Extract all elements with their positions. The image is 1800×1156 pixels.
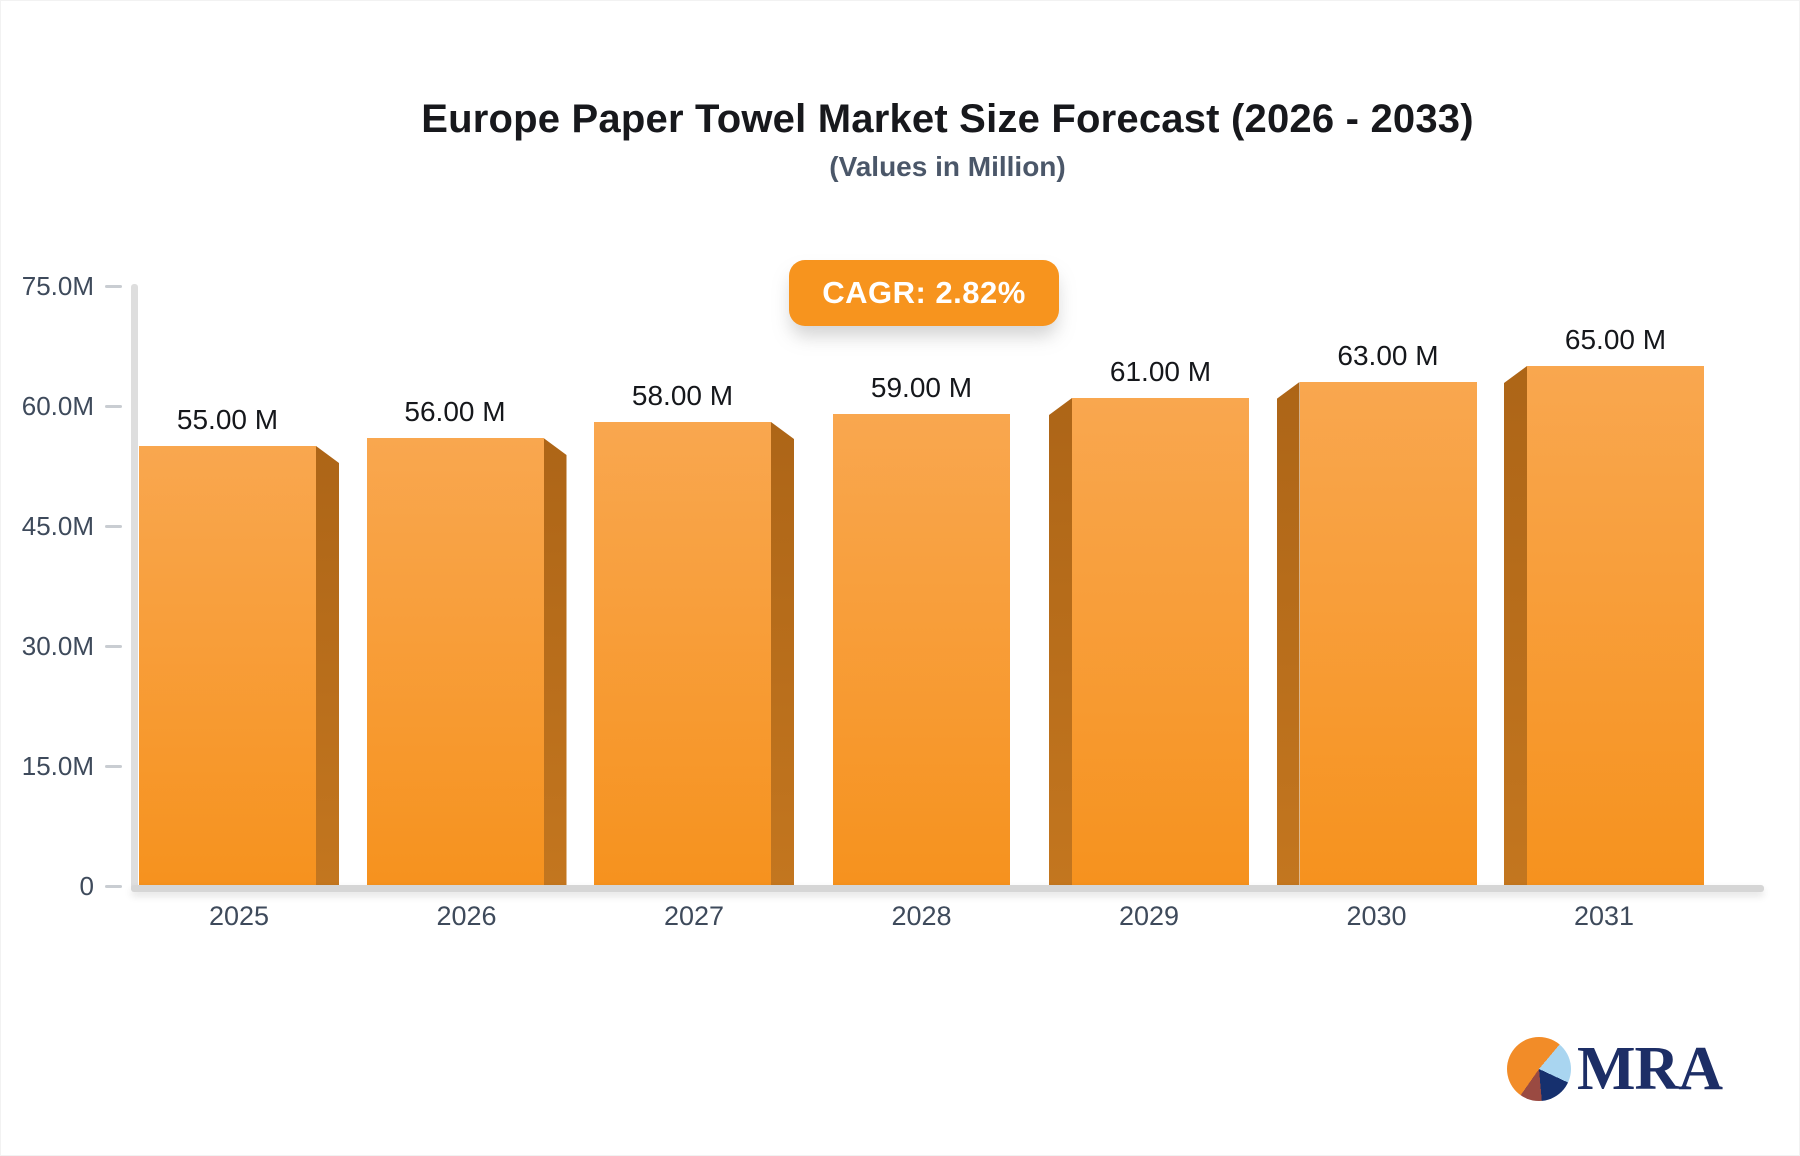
bar-front — [139, 446, 316, 886]
cagr-badge-label: CAGR: 2.82% — [822, 275, 1026, 310]
bar-front — [594, 422, 771, 886]
x-axis-label: 2027 — [663, 901, 725, 931]
logo-pie-icon — [1507, 1037, 1571, 1101]
bar-group: 63.00 M — [1276, 340, 1477, 886]
x-axis-label: 2031 — [1573, 901, 1635, 931]
bar-value-label: 55.00 M — [176, 404, 279, 435]
y-tick-label: 75.0M — [21, 271, 94, 301]
bar-value-label: 59.00 M — [870, 372, 973, 403]
y-tick-mark — [105, 404, 122, 408]
y-axis-line — [131, 284, 138, 890]
page-title: Europe Paper Towel Market Size Forecast … — [421, 97, 1474, 141]
bar-front — [1527, 366, 1704, 886]
bar-side-face — [1049, 398, 1072, 886]
x-axis-labels: 2025 2026 2027 2028 2029 2030 2031 — [125, 899, 1718, 939]
bar-group: 61.00 M — [1049, 356, 1249, 886]
bar-group: 65.00 M — [1504, 324, 1704, 886]
cagr-badge: CAGR: 2.82% — [789, 260, 1059, 326]
bar-front — [1072, 398, 1249, 886]
y-tick-label: 0 — [79, 871, 94, 901]
bar-value-label: 65.00 M — [1564, 324, 1667, 355]
bar-front — [366, 438, 544, 886]
y-tick-label: 60.0M — [21, 391, 94, 421]
plot-area: 55.00 M 56.00 M 58.00 M 59.00 M 61.00 M 63.00… — [125, 286, 1718, 886]
bar-side-face — [771, 422, 794, 886]
x-axis-label: 2029 — [1118, 901, 1180, 931]
y-tick-label: 30.0M — [21, 631, 94, 661]
brand-logo: MRA — [1507, 1035, 1723, 1103]
x-axis-line — [131, 885, 1764, 892]
y-tick-mark — [105, 884, 122, 888]
x-axis-label: 2026 — [436, 901, 497, 931]
bar-side-face — [316, 446, 339, 886]
bar-front — [833, 414, 1010, 886]
y-tick-mark — [105, 764, 122, 768]
x-axis-label: 2030 — [1346, 901, 1407, 931]
bar-group: 56.00 M — [366, 396, 567, 886]
bar-value-label: 56.00 M — [404, 396, 506, 427]
bar-value-label: 63.00 M — [1337, 340, 1439, 371]
bar-front — [1299, 382, 1477, 886]
bar-group: 58.00 M — [594, 380, 794, 886]
y-tick-mark — [105, 524, 122, 528]
bar-side-face — [543, 438, 567, 886]
y-tick-label: 15.0M — [21, 751, 94, 781]
x-axis-label: 2025 — [208, 901, 270, 931]
y-tick-label: 45.0M — [21, 511, 94, 541]
bar-side-face — [1504, 366, 1527, 886]
bar-group: 55.00 M — [139, 404, 339, 886]
y-tick-mark — [105, 284, 122, 288]
x-axis-label: 2028 — [891, 901, 952, 931]
bar-group: 59.00 M — [822, 372, 1022, 886]
bar-side-face — [1276, 382, 1300, 886]
y-tick-mark — [105, 644, 122, 648]
page-subtitle: (Values in Million) — [829, 151, 1066, 182]
bar-value-label: 58.00 M — [631, 380, 734, 411]
logo-text: MRA — [1577, 1035, 1723, 1103]
bar-value-label: 61.00 M — [1109, 356, 1212, 387]
